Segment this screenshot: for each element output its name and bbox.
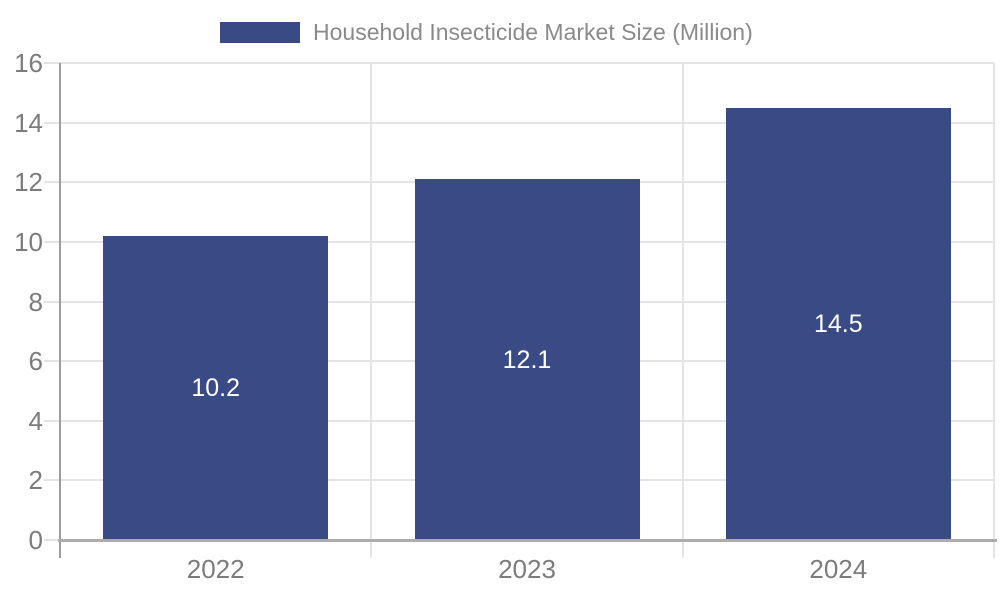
h-gridline [60, 121, 994, 124]
y-tick-mark [44, 121, 60, 124]
y-axis-tick-label: 10 [14, 226, 43, 257]
y-tick-mark [44, 240, 60, 243]
y-tick-mark [44, 181, 60, 184]
y-axis-tick-label: 0 [28, 525, 43, 555]
x-tick-mark [993, 540, 995, 558]
y-axis-tick-label: 16 [14, 48, 43, 78]
x-tick-mark [370, 540, 373, 558]
x-axis-tick-label: 2022 [186, 554, 245, 584]
y-axis-tick-label: 14 [14, 107, 43, 138]
y-axis-tick-label: 6 [28, 346, 43, 377]
h-gridline [60, 62, 994, 64]
bar-2024 [725, 107, 951, 540]
y-tick-mark [44, 539, 60, 541]
y-tick-mark [44, 419, 60, 422]
x-axis-line [58, 539, 997, 542]
bar-value-label: 14.5 [813, 309, 863, 338]
legend-label: Household Insecticide Market Size (Milli… [313, 19, 753, 45]
x-tick-mark [681, 540, 684, 558]
y-tick-mark [44, 300, 60, 303]
x-axis-tick-label: 2024 [809, 554, 868, 584]
x-axis-tick-label: 2023 [498, 554, 556, 584]
y-axis-tick-label: 2 [28, 465, 43, 496]
bar-value-label: 12.1 [502, 345, 552, 374]
plot-right-border [993, 63, 995, 540]
v-gridline [681, 63, 684, 540]
bar-2023 [414, 179, 640, 540]
v-gridline [370, 63, 373, 540]
y-tick-mark [44, 479, 60, 482]
legend-swatch [220, 22, 300, 43]
y-axis-tick-label: 12 [14, 167, 43, 198]
y-axis-tick-label: 4 [28, 405, 43, 436]
y-axis-line [59, 63, 61, 558]
bar-2022 [103, 235, 329, 540]
bar-value-label: 10.2 [191, 373, 240, 402]
y-tick-mark [44, 62, 60, 64]
legend-item[interactable]: Household Insecticide Market Size (Milli… [220, 19, 753, 46]
y-axis-tick-label: 8 [28, 286, 43, 317]
y-tick-mark [44, 360, 60, 363]
